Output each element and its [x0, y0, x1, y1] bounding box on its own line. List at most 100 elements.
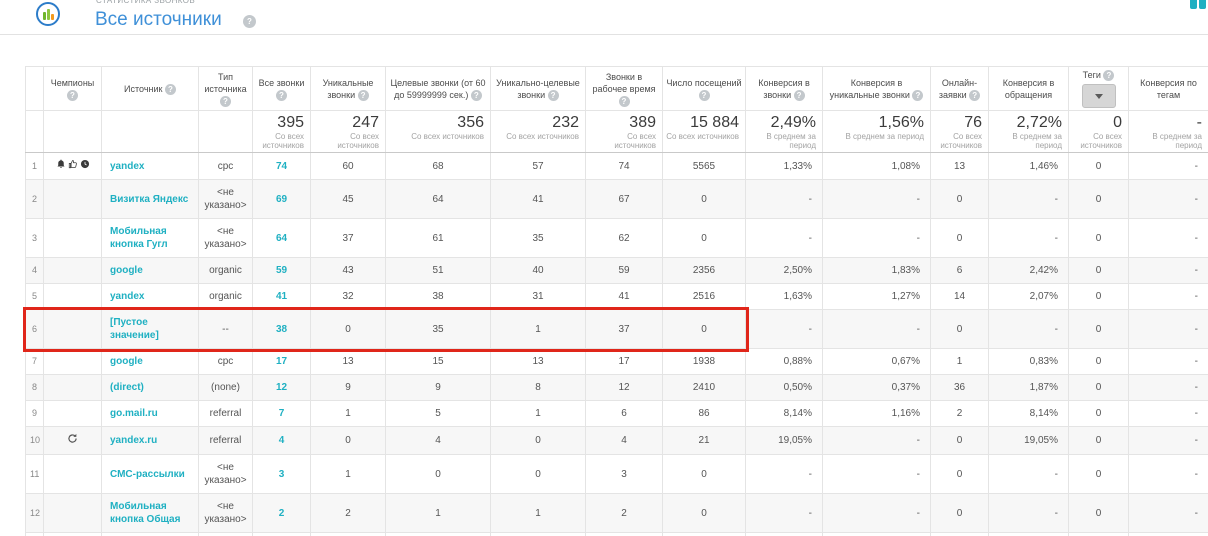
all-calls-cell[interactable]: 2 [252, 493, 311, 534]
source-link[interactable]: yandex.ru [110, 435, 158, 447]
conv-calls-cell: - [745, 454, 823, 495]
column-header-conv_unique[interactable]: Конверсия в уникальные звонки ? [822, 65, 931, 112]
row-number: 13 [25, 532, 44, 536]
source-type-cell: (none) [198, 374, 253, 402]
unique-target-cell: 1 [490, 309, 586, 350]
column-header-visits[interactable]: Число посещений ? [662, 65, 746, 112]
work-calls-cell: 4 [585, 426, 663, 456]
column-label: Звонки в рабочее время [592, 71, 656, 94]
help-icon[interactable]: ? [618, 95, 630, 107]
conv-contacts-cell: - [988, 454, 1069, 495]
all-calls-cell[interactable]: 74 [252, 152, 311, 181]
all-calls-cell[interactable]: 2 [252, 532, 311, 536]
conv-unique-cell: 0,37% [822, 374, 931, 402]
work-calls-cell: 62 [585, 218, 663, 259]
total-caption: Со всех источников [411, 132, 484, 142]
conv-calls-cell: - [745, 532, 823, 536]
help-icon[interactable]: ? [276, 89, 287, 101]
source-type-cell: organic [198, 283, 253, 311]
help-icon[interactable]: ? [793, 89, 805, 101]
conv-tags-cell: - [1128, 400, 1208, 428]
column-label: Все звонки [258, 77, 305, 88]
app-small-text: СТАТИСТИКА ЗВОНКОВ [96, 0, 196, 5]
column-header-work_calls[interactable]: Звонки в рабочее время ? [585, 65, 663, 112]
help-icon[interactable]: ? [1103, 70, 1115, 82]
unique-calls-cell: 13 [310, 348, 386, 376]
source-link[interactable]: google [110, 356, 143, 368]
all-calls-cell[interactable]: 69 [252, 179, 311, 220]
conv-unique-cell: - [822, 218, 931, 259]
conv-calls-cell: 19,05% [745, 426, 823, 456]
all-calls-cell[interactable]: 41 [252, 283, 311, 311]
source-link[interactable]: yandex [110, 160, 145, 172]
help-icon[interactable]: ? [357, 89, 369, 101]
source-cell: СМС-рассылки [101, 454, 199, 495]
column-header-tags[interactable]: Теги ? [1068, 65, 1129, 112]
total-visits: 15 884 Со всех источников [662, 110, 746, 154]
bar-chart-icon [36, 2, 60, 26]
source-link[interactable]: Визитка Яндекс [110, 193, 189, 205]
all-calls-cell[interactable]: 12 [252, 374, 311, 402]
source-link[interactable]: Мобильная кнопка Гугл [110, 226, 168, 251]
source-type-cell: <не указано> [198, 532, 253, 536]
all-calls-cell[interactable]: 17 [252, 348, 311, 376]
champions-cell [43, 152, 102, 181]
help-icon[interactable]: ? [470, 89, 482, 101]
online-leads-cell: 0 [930, 454, 989, 495]
visits-cell: 2410 [662, 374, 746, 402]
target-calls-cell: 38 [385, 283, 491, 311]
source-cell: google [101, 348, 199, 376]
help-icon[interactable]: ? [243, 15, 256, 28]
column-header-all_calls[interactable]: Все звонки ? [252, 65, 311, 112]
source-link[interactable]: (direct) [110, 382, 144, 394]
total-value: 76 [964, 114, 982, 132]
refresh-icon[interactable] [67, 433, 78, 448]
help-icon[interactable]: ? [547, 89, 559, 101]
all-calls-cell[interactable]: 38 [252, 309, 311, 350]
table-row: 8 (direct) (none) 12 9 9 8 12 2410 0,50% 0,37% 36 1,… [25, 374, 1208, 402]
total-unique_calls: 247 Со всех источников [310, 110, 386, 154]
total-value: 2,72% [1016, 114, 1062, 132]
column-header-unique_calls[interactable]: Уникальные звонки ? [310, 65, 386, 112]
column-header-unique_target[interactable]: Уникально-целевые звонки ? [490, 65, 586, 112]
source-link[interactable]: Мобильная кнопка Общая [110, 501, 181, 526]
target-calls-cell: 4 [385, 426, 491, 456]
all-calls-cell[interactable]: 64 [252, 218, 311, 259]
column-header-champions[interactable]: Чемпионы ? [43, 65, 102, 112]
column-label: Конверсия по тегам [1140, 77, 1197, 100]
column-header-online_leads[interactable]: Онлайн-заявки ? [930, 65, 989, 112]
column-header-conv_contacts[interactable]: Конверсия в обращения [988, 65, 1069, 112]
source-cell: (direct) [101, 374, 199, 402]
source-link[interactable]: [Пустое значение] [110, 317, 159, 342]
conv-calls-cell: 1,33% [745, 152, 823, 181]
column-header-num[interactable] [25, 65, 44, 112]
all-calls-cell[interactable]: 3 [252, 454, 311, 495]
unique-target-cell: 0 [490, 454, 586, 495]
help-icon[interactable]: ? [912, 89, 924, 101]
all-calls-cell[interactable]: 7 [252, 400, 311, 428]
total-value: 232 [552, 114, 579, 132]
all-calls-cell[interactable]: 59 [252, 257, 311, 285]
tags-filter-button[interactable] [1081, 84, 1116, 109]
source-cell: yandex [101, 152, 199, 181]
all-calls-cell[interactable]: 4 [252, 426, 311, 456]
column-header-conv_calls[interactable]: Конверсия в звонки ? [745, 65, 823, 112]
source-link[interactable]: google [110, 265, 143, 277]
help-icon[interactable]: ? [220, 95, 231, 107]
source-link[interactable]: yandex [110, 291, 145, 303]
column-header-source[interactable]: Источник ? [101, 65, 199, 112]
table-row: 1 yandex cpc 74 60 68 57 74 5565 1,33% 1,08% 13 1,46… [25, 152, 1208, 181]
help-icon[interactable]: ? [698, 89, 710, 101]
columns-settings-icon[interactable] [1190, 0, 1207, 9]
total-work_calls: 389 Со всех источников [585, 110, 663, 154]
source-link[interactable]: go.mail.ru [110, 408, 158, 420]
help-icon[interactable]: ? [164, 83, 176, 95]
help-icon[interactable]: ? [969, 89, 981, 101]
help-icon[interactable]: ? [67, 89, 78, 101]
online-leads-cell: 2 [930, 400, 989, 428]
column-header-conv_tags[interactable]: Конверсия по тегам [1128, 65, 1208, 112]
column-header-target_calls[interactable]: Целевые звонки (от 60 до 59999999 сек.) … [385, 65, 491, 112]
table-row: 11 СМС-рассылки <не указано> 3 1 0 0 3 0- -0-0- [25, 454, 1208, 495]
source-link[interactable]: СМС-рассылки [110, 468, 185, 480]
column-header-source_type[interactable]: Тип источника ? [198, 65, 253, 112]
